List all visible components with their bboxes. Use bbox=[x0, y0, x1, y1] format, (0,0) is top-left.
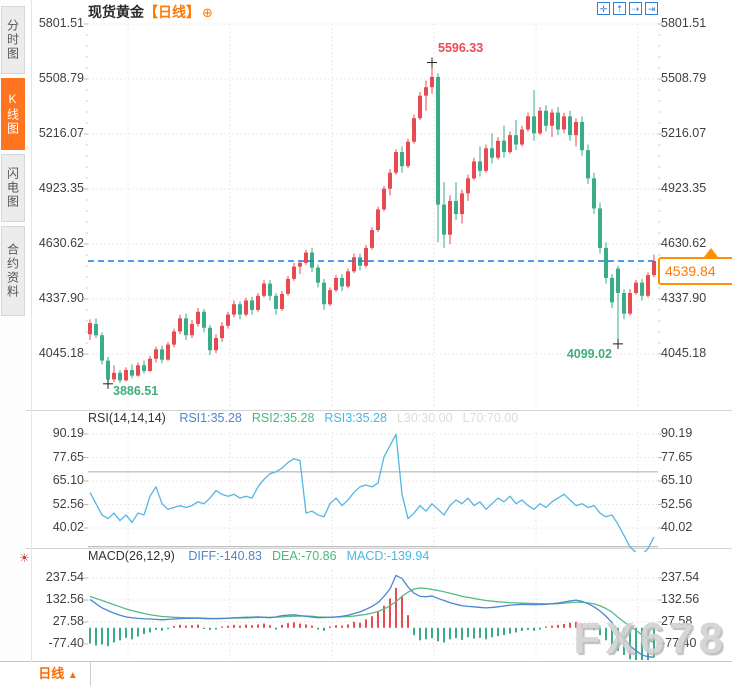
indicator-value: DEA:-70.86 bbox=[271, 549, 337, 563]
indicator-value: RSI3:35.28 bbox=[324, 411, 387, 425]
current-price-tag: 4539.84 bbox=[658, 257, 732, 285]
alarm-sun-icon: ☀ bbox=[19, 551, 30, 565]
indicator-value: DIFF:-140.83 bbox=[188, 549, 262, 563]
chart-toolbar: ✛ ⇡ ⇢ ⇥ bbox=[597, 2, 658, 15]
sidebar-item-time-chart[interactable]: 分时图 bbox=[1, 6, 25, 74]
period-selector[interactable]: 日线 ▲ bbox=[26, 662, 91, 686]
period-arrow-icon: ▲ bbox=[67, 670, 78, 681]
macd-header: MACD(26,12,9) DIFF:-140.83 DEA:-70.86 MACD… bbox=[88, 549, 439, 563]
chart-title: 现货黄金【日线】 ⊕ bbox=[88, 2, 213, 22]
sidebar-item-kline-chart[interactable]: K线图 bbox=[1, 78, 25, 150]
time-axis-bar: 日线 ▲ bbox=[0, 662, 732, 686]
settings-icon[interactable]: ⊕ bbox=[202, 5, 213, 20]
sidebar-item-flash-chart[interactable]: 闪电图 bbox=[1, 154, 25, 222]
rsi-params: RSI(14,14,14) bbox=[88, 411, 166, 425]
compress-chart-icon[interactable]: ⇡ bbox=[613, 2, 626, 15]
indicator-value: L30:30.00 bbox=[396, 411, 453, 425]
rsi-header: RSI(14,14,14) RSI1:35.28 RSI2:35.28 RSI3:3… bbox=[88, 411, 528, 425]
symbol-name: 现货黄金 bbox=[88, 4, 144, 20]
expand-chart-icon[interactable]: ⇢ bbox=[629, 2, 642, 15]
period-label: 日线 bbox=[38, 666, 65, 681]
sidebar: 分时图 K线图 闪电图 合约资料 bbox=[0, 0, 25, 686]
indicator-value: L70:70.00 bbox=[462, 411, 519, 425]
go-to-latest-icon[interactable]: ⇥ bbox=[645, 2, 658, 15]
sidebar-item-contract-info[interactable]: 合约资料 bbox=[1, 226, 25, 316]
macd-params: MACD(26,12,9) bbox=[88, 549, 175, 563]
indicator-value: RSI1:35.28 bbox=[179, 411, 242, 425]
pan-crosshair-icon[interactable]: ✛ bbox=[597, 2, 610, 15]
period-tag: 【日线】 bbox=[144, 4, 200, 20]
indicator-value: RSI2:35.28 bbox=[251, 411, 315, 425]
indicator-value: MACD:-139.94 bbox=[346, 549, 430, 563]
price-up-arrow-icon bbox=[704, 248, 718, 257]
